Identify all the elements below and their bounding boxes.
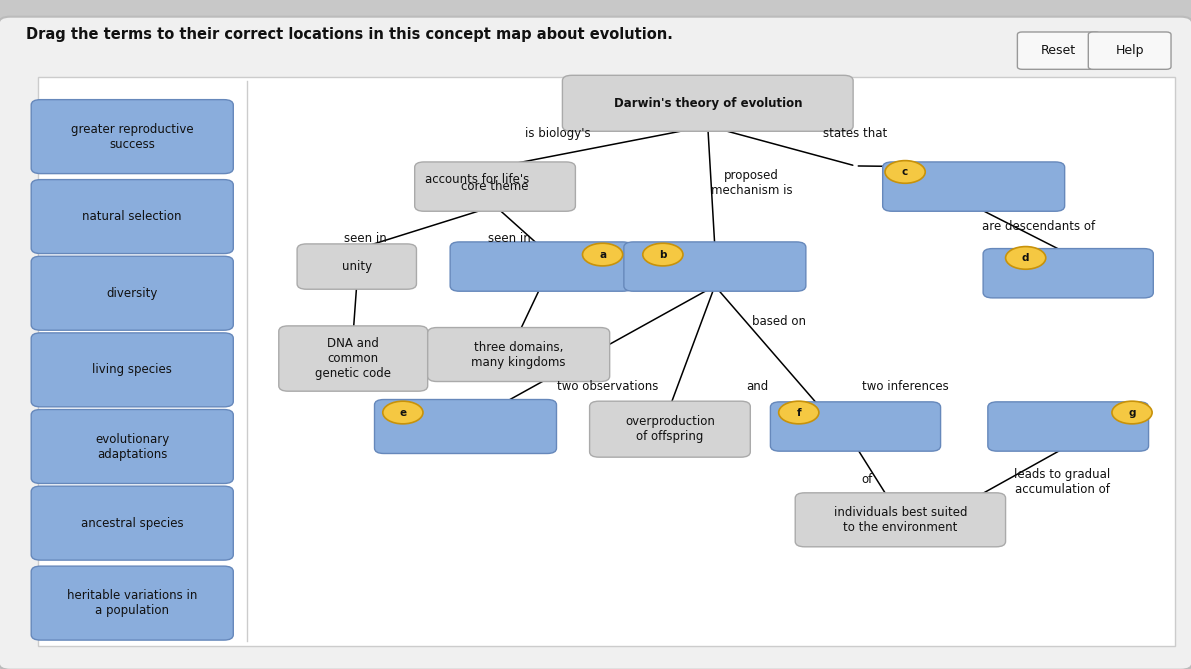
Text: g: g bbox=[1128, 407, 1136, 417]
Circle shape bbox=[643, 244, 682, 266]
FancyBboxPatch shape bbox=[38, 77, 1174, 646]
Text: d: d bbox=[1022, 253, 1029, 263]
Text: DNA and
common
genetic code: DNA and common genetic code bbox=[316, 337, 391, 380]
Text: seen in: seen in bbox=[344, 232, 386, 245]
FancyBboxPatch shape bbox=[414, 162, 575, 211]
Text: proposed
mechanism is: proposed mechanism is bbox=[711, 169, 792, 197]
FancyBboxPatch shape bbox=[796, 493, 1005, 547]
Text: is biology's: is biology's bbox=[525, 127, 591, 140]
Text: greater reproductive
success: greater reproductive success bbox=[71, 122, 194, 151]
FancyBboxPatch shape bbox=[987, 402, 1148, 451]
Text: leads to gradual
accumulation of: leads to gradual accumulation of bbox=[1015, 468, 1110, 496]
FancyBboxPatch shape bbox=[883, 162, 1065, 211]
Text: b: b bbox=[659, 250, 667, 260]
FancyBboxPatch shape bbox=[983, 249, 1153, 298]
FancyBboxPatch shape bbox=[1089, 32, 1171, 70]
FancyBboxPatch shape bbox=[771, 402, 941, 451]
Circle shape bbox=[1112, 401, 1152, 424]
FancyBboxPatch shape bbox=[562, 76, 853, 131]
Circle shape bbox=[382, 401, 423, 424]
FancyBboxPatch shape bbox=[31, 179, 233, 254]
Circle shape bbox=[582, 244, 623, 266]
Text: a: a bbox=[599, 250, 606, 260]
FancyBboxPatch shape bbox=[31, 409, 233, 484]
Text: Drag the terms to their correct locations in this concept map about evolution.: Drag the terms to their correct location… bbox=[26, 27, 673, 41]
Text: overproduction
of offspring: overproduction of offspring bbox=[625, 415, 715, 443]
FancyBboxPatch shape bbox=[31, 100, 233, 173]
Text: natural selection: natural selection bbox=[82, 210, 182, 223]
Text: ancestral species: ancestral species bbox=[81, 516, 183, 530]
Text: and: and bbox=[747, 380, 768, 393]
FancyBboxPatch shape bbox=[31, 256, 233, 330]
Text: unity: unity bbox=[342, 260, 372, 273]
FancyBboxPatch shape bbox=[31, 566, 233, 640]
Text: evolutionary
adaptations: evolutionary adaptations bbox=[95, 432, 169, 460]
Circle shape bbox=[1005, 247, 1046, 269]
Text: of: of bbox=[861, 474, 873, 486]
FancyBboxPatch shape bbox=[31, 486, 233, 560]
Text: heritable variations in
a population: heritable variations in a population bbox=[67, 589, 198, 617]
Text: accounts for life's: accounts for life's bbox=[425, 173, 530, 187]
Text: Darwin's theory of evolution: Darwin's theory of evolution bbox=[613, 97, 802, 110]
FancyBboxPatch shape bbox=[450, 242, 632, 291]
Text: diversity: diversity bbox=[106, 287, 158, 300]
FancyBboxPatch shape bbox=[0, 17, 1191, 669]
Text: states that: states that bbox=[823, 127, 887, 140]
Text: living species: living species bbox=[93, 363, 173, 377]
Text: individuals best suited
to the environment: individuals best suited to the environme… bbox=[834, 506, 967, 534]
Circle shape bbox=[885, 161, 925, 183]
Circle shape bbox=[779, 401, 819, 424]
FancyBboxPatch shape bbox=[624, 242, 806, 291]
Text: two observations: two observations bbox=[556, 380, 657, 393]
FancyBboxPatch shape bbox=[428, 328, 610, 381]
FancyBboxPatch shape bbox=[590, 401, 750, 457]
FancyBboxPatch shape bbox=[31, 333, 233, 407]
Text: three domains,
many kingdoms: three domains, many kingdoms bbox=[472, 341, 566, 369]
Text: based on: based on bbox=[752, 314, 805, 328]
Text: Help: Help bbox=[1116, 44, 1143, 57]
FancyBboxPatch shape bbox=[279, 326, 428, 391]
Text: c: c bbox=[902, 167, 909, 177]
FancyBboxPatch shape bbox=[374, 399, 556, 454]
FancyBboxPatch shape bbox=[297, 244, 417, 289]
Text: Reset: Reset bbox=[1041, 44, 1077, 57]
Text: two inferences: two inferences bbox=[862, 380, 948, 393]
Text: f: f bbox=[797, 407, 802, 417]
Text: seen in: seen in bbox=[488, 232, 531, 245]
Text: e: e bbox=[399, 407, 406, 417]
Text: core theme: core theme bbox=[461, 180, 529, 193]
Text: are descendants of: are descendants of bbox=[983, 220, 1096, 233]
FancyBboxPatch shape bbox=[1017, 32, 1100, 70]
